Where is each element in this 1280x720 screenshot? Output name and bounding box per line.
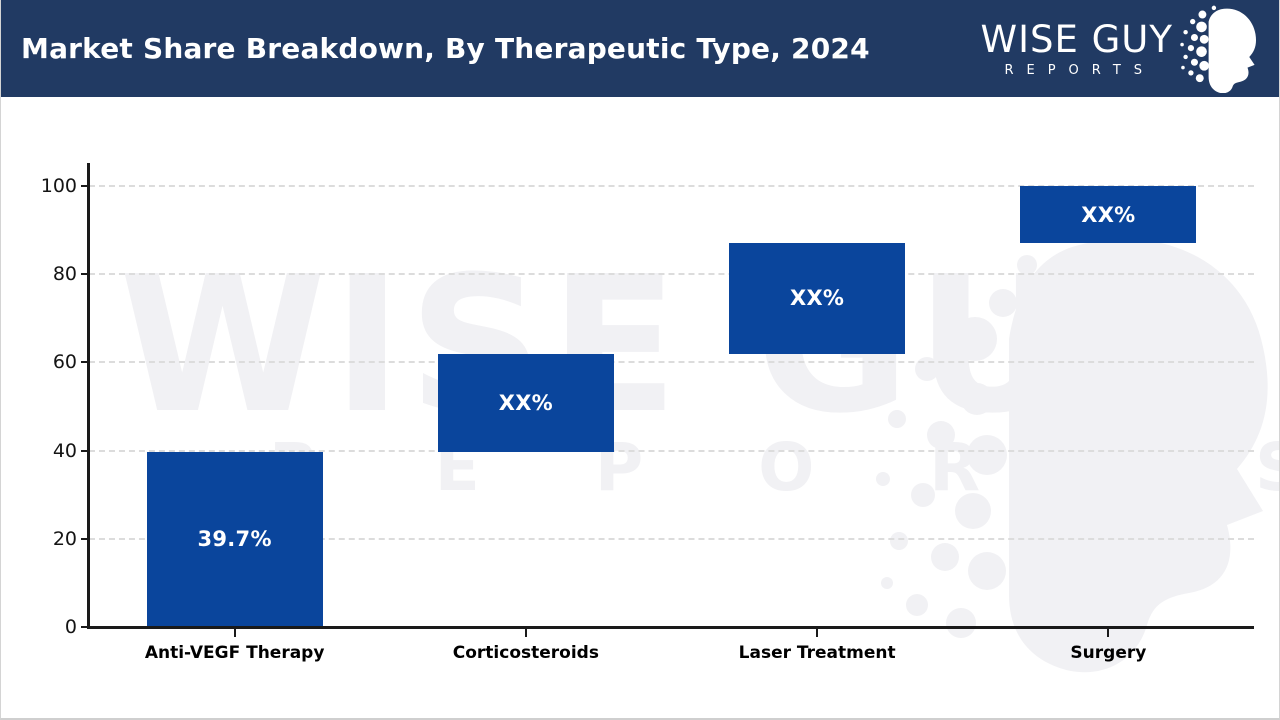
x-category-label-0: Anti-VEGF Therapy	[144, 643, 325, 663]
gridline-20	[89, 537, 1254, 540]
logo-brand-subtitle: REPORTS	[1004, 62, 1156, 78]
x-tick-mark-3	[1107, 628, 1110, 637]
x-category-label-2: Laser Treatment	[738, 643, 896, 663]
bar-value-label: XX%	[498, 390, 554, 415]
logo-brand-name: WISE GUY	[980, 17, 1173, 61]
x-category-label-3: Surgery	[1070, 643, 1147, 663]
gridline-40	[89, 449, 1254, 452]
bar-laser-treatment: XX%	[729, 243, 906, 354]
bar-anti-vegf-therapy: 39.7%	[146, 451, 323, 627]
bar-value-label: 39.7%	[197, 527, 272, 552]
bar-value-label: XX%	[789, 286, 845, 311]
logo-face-icon	[1180, 5, 1256, 93]
plot-area: 0 20 40 60 80 100 39.7% XX% XX% XX% Anti-VEGF Ther…	[1, 97, 1279, 718]
bar-value-label: XX%	[1081, 202, 1136, 227]
y-tick-mark-100	[81, 185, 89, 187]
y-tick-label-100: 100	[40, 175, 77, 197]
header-bar: Market Share Breakdown, By Therapeutic T…	[1, 0, 1279, 97]
gridline-80	[89, 273, 1254, 276]
y-tick-mark-0	[81, 626, 89, 628]
chart-area: WISE GUY R E P O R T S 0 20 40 60 80 100 39.7%…	[1, 97, 1279, 718]
wiseguy-logo: WISE GUY REPORTS	[981, 5, 1259, 93]
gridline-100	[89, 185, 1254, 187]
x-axis-spine	[87, 626, 1254, 629]
y-tick-mark-40	[81, 449, 89, 452]
y-tick-mark-80	[81, 273, 89, 276]
x-category-label-1: Corticosteroids	[452, 643, 599, 663]
y-tick-label-80: 80	[52, 263, 77, 286]
bar-corticosteroids: XX%	[437, 353, 614, 452]
y-tick-label-60: 60	[52, 351, 77, 374]
y-tick-label-20: 20	[52, 527, 77, 550]
watermark-face-icon	[876, 238, 1268, 673]
x-tick-mark-1	[524, 628, 527, 637]
x-tick-mark-2	[816, 628, 819, 637]
y-tick-mark-20	[81, 537, 89, 540]
y-axis-spine	[87, 163, 90, 629]
y-tick-mark-60	[81, 361, 89, 364]
x-tick-mark-0	[233, 628, 236, 637]
chart-title: Market Share Breakdown, By Therapeutic T…	[21, 32, 870, 65]
y-tick-label-40: 40	[52, 439, 77, 462]
gridline-60	[89, 361, 1254, 364]
y-tick-label-0: 0	[64, 616, 77, 638]
logo-text: WISE GUY REPORTS	[981, 21, 1173, 77]
bar-surgery: XX%	[1020, 186, 1197, 244]
